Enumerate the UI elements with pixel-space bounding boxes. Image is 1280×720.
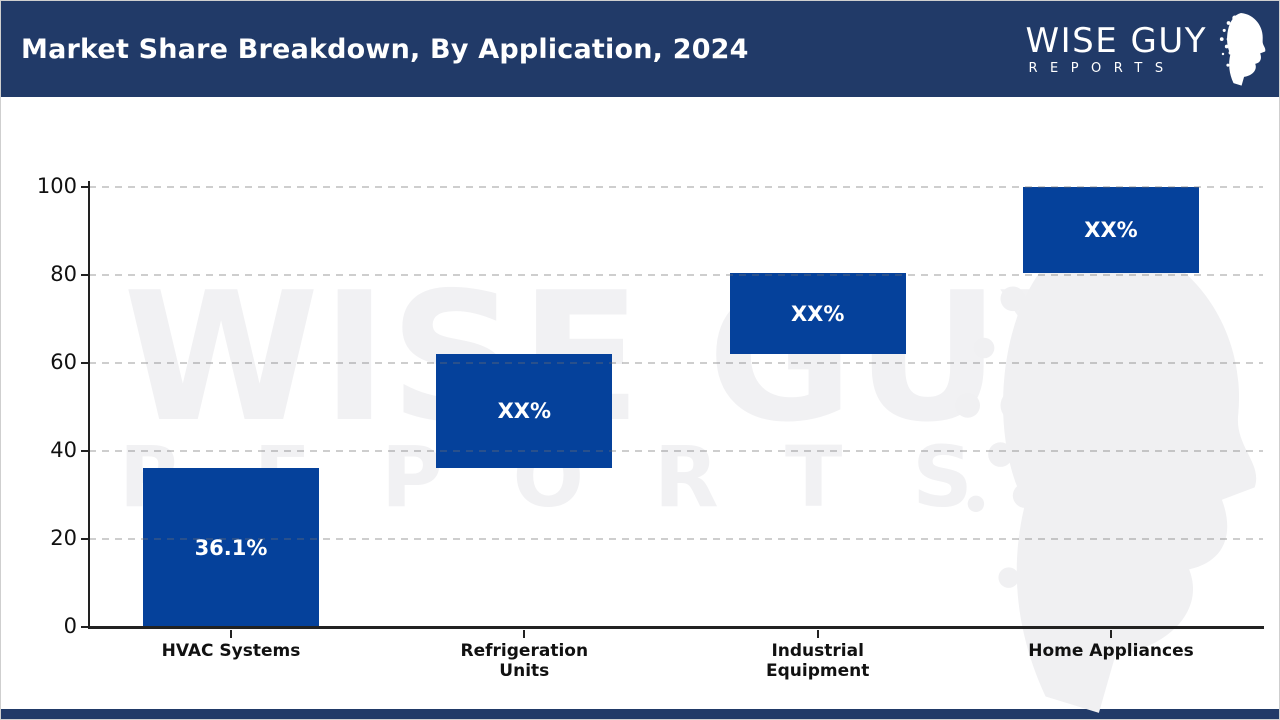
y-tick-label-0: 0 [63,614,77,638]
y-tick-60 [81,362,88,364]
category-label-4: Home Appliances [1028,641,1194,661]
bar-4 [1023,187,1199,273]
wise-guy-logo: WISE GUY REPORTS [1025,8,1279,90]
footer-bar [1,709,1279,719]
watermark-face-icon [955,233,1257,713]
category-label-2: Refrigeration Units [460,641,589,681]
logo-face-icon [1219,13,1266,86]
y-axis-line [88,181,90,629]
y-tick-80 [81,274,88,276]
y-tick-20 [81,538,88,540]
y-tick-label-80: 80 [50,262,77,286]
bar-value-label-3: XX% [790,301,845,326]
bar-2 [436,354,613,469]
gridline-60 [89,362,1263,364]
bar-3 [729,272,906,355]
bar-value-label-1: 36.1% [194,535,268,560]
bar-1 [143,468,319,627]
x-tick-3 [816,630,819,638]
x-tick-4 [1110,630,1112,638]
header: Market Share Breakdown, By Application, … [1,1,1279,97]
watermark-text: WISE GUY [123,254,1133,461]
chart-area: WISE GUY REPORTS 36.1% XX% XX% XX% 0 20 40 60 80… [1,97,1279,713]
chart-title: Market Share Breakdown, By Application, … [21,33,749,65]
x-tick-2 [523,630,526,638]
y-tick-100 [81,186,88,188]
y-tick-0 [81,626,88,628]
y-tick-label-40: 40 [50,438,77,462]
gridline-40 [89,450,1263,452]
y-tick-40 [81,450,88,452]
bar-value-label-2: XX% [497,399,552,424]
gridline-100 [89,186,1263,188]
y-tick-label-60: 60 [50,350,77,374]
y-tick-label-20: 20 [50,526,77,550]
gridline-20 [89,538,1263,540]
logo-wordmark-main: WISE GUY [1025,20,1207,61]
logo-wordmark: WISE GUY REPORTS [1025,24,1207,75]
category-label-1: HVAC Systems [161,641,301,661]
gridline-80 [89,274,1263,276]
y-tick-label-100: 100 [36,174,77,198]
x-tick-1 [230,630,232,638]
bar-value-label-4: XX% [1084,217,1138,242]
x-axis-line [88,626,1264,629]
category-label-3: Industrial Equipment [766,641,870,681]
logo-wordmark-sub: REPORTS [1028,60,1176,76]
